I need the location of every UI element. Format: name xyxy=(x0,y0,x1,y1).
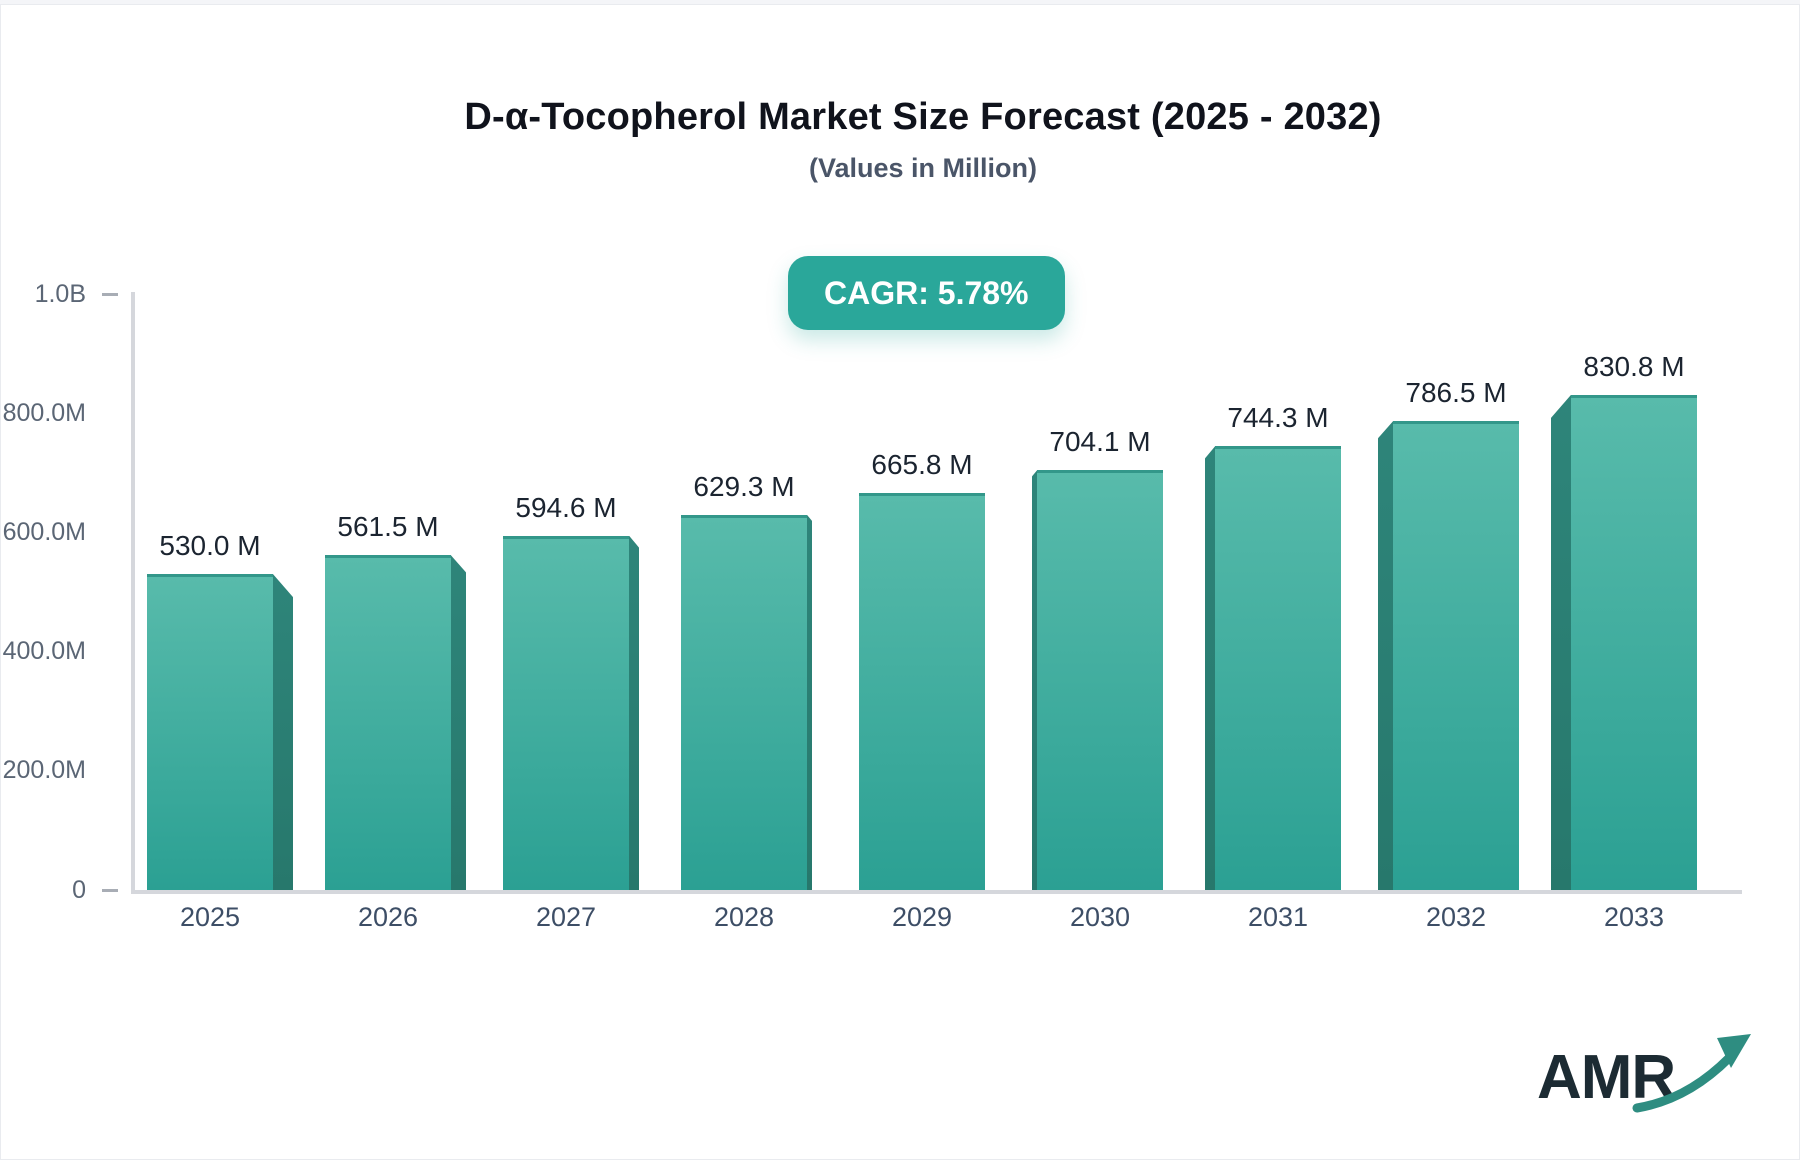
y-tick-label: 600.0M xyxy=(2,517,86,546)
bar-2026 xyxy=(325,555,451,890)
y-tick-label: 400.0M xyxy=(2,637,86,666)
x-tick-label-2026: 2026 xyxy=(357,902,419,932)
bar-value-label-2026: 561.5 M xyxy=(337,511,439,543)
x-tick-label-2031: 2031 xyxy=(1247,902,1309,932)
bar-value-label-2025: 530.0 M xyxy=(159,530,261,562)
y-tick-200.0M: 200.0M xyxy=(0,756,118,786)
y-tick-600.0M: 600.0M xyxy=(0,517,118,547)
bar-value-label-2031: 744.3 M xyxy=(1227,402,1329,434)
x-axis-line xyxy=(131,890,1742,894)
chart-subtitle: (Values in Million) xyxy=(808,153,1038,183)
bar-side-face-2032 xyxy=(1378,421,1393,890)
x-tick-label-2025: 2025 xyxy=(179,902,241,932)
x-tick-label-2027: 2027 xyxy=(535,902,597,932)
bar-2027 xyxy=(503,535,629,890)
bar-2025 xyxy=(147,574,273,890)
y-tick-label: 200.0M xyxy=(2,756,86,785)
bar-2033 xyxy=(1571,394,1697,890)
bar-side-face-2031 xyxy=(1205,446,1215,890)
x-tick-label-2032: 2032 xyxy=(1425,902,1487,932)
y-tick-1.0B: 1.0B xyxy=(0,279,118,309)
y-tick-400.0M: 400.0M xyxy=(0,637,118,667)
bar-2032 xyxy=(1393,421,1519,890)
cagr-badge: CAGR: 5.78% xyxy=(788,256,1065,330)
x-tick-label-2033: 2033 xyxy=(1603,902,1665,932)
bar-side-face-2027 xyxy=(629,535,639,890)
bar-side-face-2026 xyxy=(451,555,466,890)
bar-value-label-2032: 786.5 M xyxy=(1405,377,1507,409)
bar-value-label-2030: 704.1 M xyxy=(1049,426,1151,458)
bar-value-label-2033: 830.8 M xyxy=(1583,350,1685,382)
y-tick-mark xyxy=(102,292,118,296)
y-tick-0: 0 xyxy=(0,875,118,905)
bar-2029 xyxy=(859,493,985,890)
y-tick-mark xyxy=(102,888,118,892)
x-tick-label-2028: 2028 xyxy=(713,902,775,932)
bar-value-label-2027: 594.6 M xyxy=(515,491,617,523)
growth-arrow-icon xyxy=(1632,1034,1751,1113)
y-tick-label: 1.0B xyxy=(34,279,86,308)
bar-value-label-2029: 665.8 M xyxy=(871,449,973,481)
plot-area: 1.0B 800.0M 600.0M 400.0M 200.0M 0 530.0 M 561… xyxy=(0,4,1800,1160)
x-tick-label-2030: 2030 xyxy=(1069,902,1131,932)
bar-2031 xyxy=(1215,446,1341,890)
y-tick-800.0M: 800.0M xyxy=(0,398,118,428)
bar-side-face-2028 xyxy=(807,514,812,890)
x-tick-label-2029: 2029 xyxy=(891,902,953,932)
chart-title: D-α-Tocopherol Market Size Forecast (202… xyxy=(464,96,1382,138)
bar-side-face-2033 xyxy=(1551,394,1571,890)
bar-2030 xyxy=(1037,470,1163,890)
chart-header: D-α-Tocopherol Market Size Forecast (202… xyxy=(46,4,1800,184)
y-tick-label: 800.0M xyxy=(2,398,86,427)
bar-2028 xyxy=(681,514,807,890)
amr-logo: AMR xyxy=(1537,1034,1767,1132)
y-axis-line xyxy=(131,292,135,892)
bar-side-face-2025 xyxy=(273,574,293,890)
bar-value-label-2028: 629.3 M xyxy=(693,470,795,502)
y-tick-label: 0 xyxy=(72,875,86,904)
bar-side-face-2030 xyxy=(1032,470,1037,890)
